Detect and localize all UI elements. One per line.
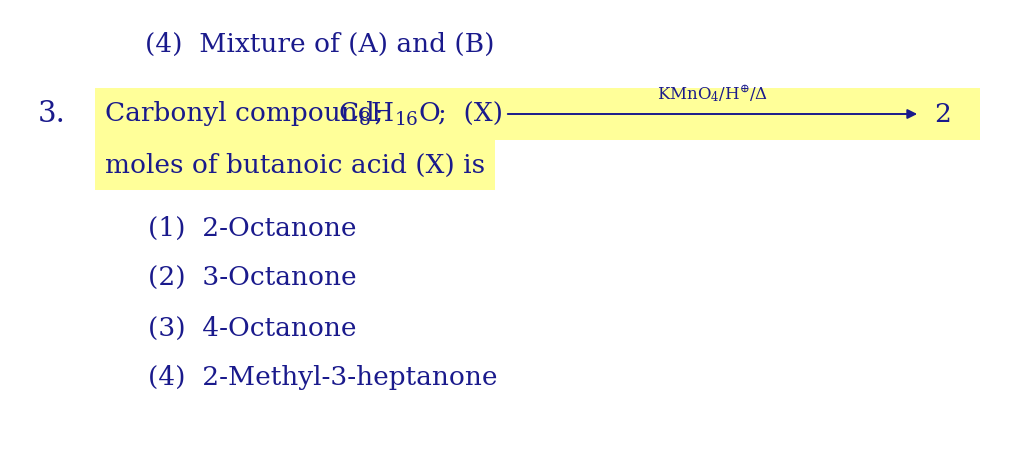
Text: Carbonyl compound;: Carbonyl compound; (105, 101, 400, 127)
Text: $\mathregular{KMnO_4/H^{\oplus}/\Delta}$: $\mathregular{KMnO_4/H^{\oplus}/\Delta}$ (657, 84, 768, 105)
Text: (4)  2-Methyl-3-heptanone: (4) 2-Methyl-3-heptanone (148, 365, 498, 390)
Text: (3)  4-Octanone: (3) 4-Octanone (148, 316, 356, 341)
Text: (4)  Mixture of (A) and (B): (4) Mixture of (A) and (B) (145, 32, 495, 57)
Text: 2: 2 (934, 101, 951, 127)
Text: ;  (X): ; (X) (438, 101, 503, 127)
Text: moles of butanoic acid (X) is: moles of butanoic acid (X) is (105, 153, 485, 178)
FancyBboxPatch shape (95, 140, 495, 190)
Text: 3.: 3. (38, 100, 66, 128)
Text: (1)  2-Octanone: (1) 2-Octanone (148, 216, 356, 241)
Text: (2)  3-Octanone: (2) 3-Octanone (148, 266, 356, 291)
FancyBboxPatch shape (95, 88, 980, 140)
Text: $\mathregular{C_8H_{16}O}$: $\mathregular{C_8H_{16}O}$ (338, 100, 440, 128)
